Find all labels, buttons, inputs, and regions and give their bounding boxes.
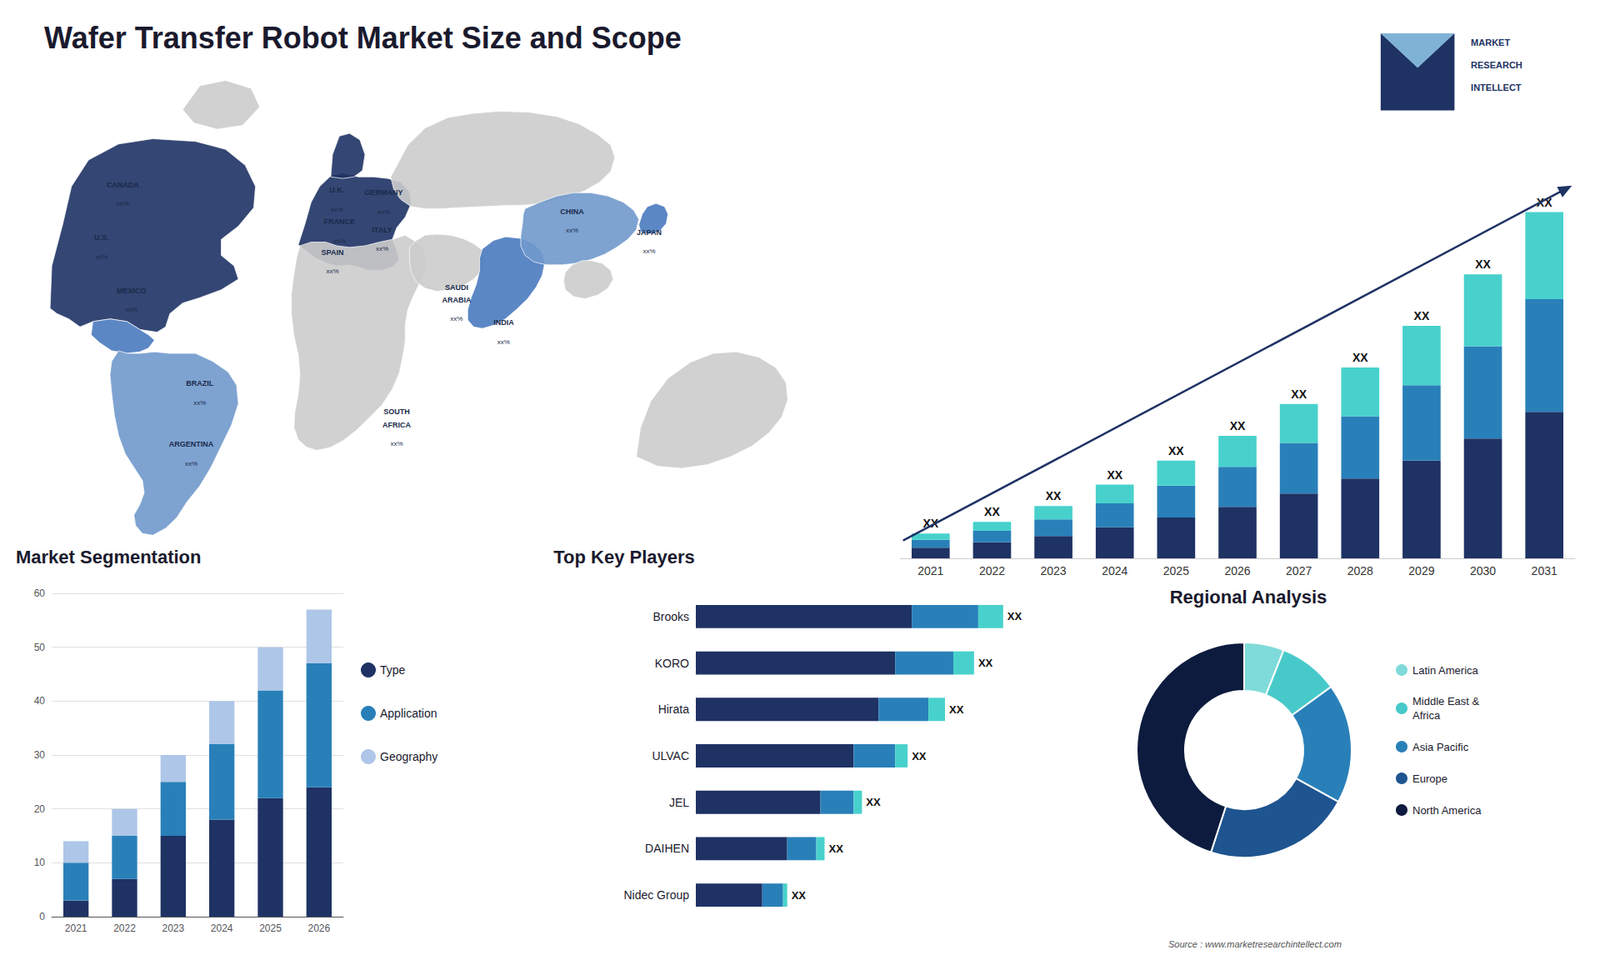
svg-text:xx%: xx% [497,338,510,346]
svg-text:10: 10 [34,856,46,869]
svg-text:XX: XX [865,795,881,809]
svg-text:Geography: Geography [380,750,438,764]
svg-text:Africa: Africa [1412,709,1441,722]
svg-text:BRAZIL: BRAZIL [185,379,214,388]
svg-text:ULVAC: ULVAC [651,749,690,763]
svg-text:xx%: xx% [450,315,463,323]
svg-text:2030: 2030 [1470,564,1496,578]
svg-text:Wafer Transfer Robot Market Si: Wafer Transfer Robot Market Size and Sco… [44,20,682,55]
svg-text:xx%: xx% [193,399,206,407]
svg-text:XX: XX [1168,444,1185,458]
svg-text:XX: XX [1045,489,1062,503]
svg-text:2024: 2024 [1101,564,1128,578]
svg-text:XX: XX [949,703,965,716]
svg-text:JAPAN: JAPAN [636,228,662,237]
svg-text:xx%: xx% [185,460,198,468]
svg-text:ARABIA: ARABIA [441,295,471,305]
svg-text:XX: XX [1414,309,1430,323]
svg-text:MEXICO: MEXICO [116,286,147,295]
svg-text:2024: 2024 [210,922,234,935]
svg-text:xx%: xx% [330,205,344,214]
svg-text:60: 60 [34,587,46,600]
svg-text:xx%: xx% [333,237,346,245]
svg-text:2023: 2023 [161,922,185,935]
svg-text:XX: XX [1230,419,1246,433]
svg-text:XX: XX [1290,387,1307,401]
svg-text:XX: XX [1536,195,1553,209]
svg-text:2025: 2025 [259,922,282,935]
svg-text:Brooks: Brooks [652,610,690,624]
svg-text:2021: 2021 [65,922,88,935]
svg-text:xx%: xx% [125,305,138,314]
svg-text:Middle East &: Middle East & [1412,695,1480,708]
svg-text:2026: 2026 [307,922,330,935]
svg-text:Asia Pacific: Asia Pacific [1412,740,1470,754]
svg-text:XX: XX [1106,468,1123,482]
svg-text:Source : www.marketresearchint: Source : www.marketresearchintellect.com [1168,939,1342,950]
svg-text:2027: 2027 [1285,564,1312,578]
svg-text:Regional Analysis: Regional Analysis [1170,586,1328,608]
svg-text:xx%: xx% [377,208,390,216]
svg-text:Type: Type [380,663,406,677]
svg-text:XX: XX [911,750,927,763]
svg-text:XX: XX [1352,350,1369,365]
svg-text:North America: North America [1412,804,1482,817]
svg-text:2022: 2022 [979,564,1005,578]
svg-text:ARGENTINA: ARGENTINA [169,440,215,449]
svg-text:Top Key Players: Top Key Players [553,546,695,568]
svg-text:2026: 2026 [1224,564,1250,578]
svg-text:INTELLECT: INTELLECT [1470,82,1522,93]
svg-text:RESEARCH: RESEARCH [1470,60,1523,70]
svg-text:SPAIN: SPAIN [321,248,345,257]
svg-text:GERMANY: GERMANY [365,188,404,197]
svg-text:40: 40 [34,695,46,707]
svg-text:xx%: xx% [375,245,389,253]
svg-text:50: 50 [34,641,46,654]
svg-text:U.S.: U.S. [94,233,110,242]
svg-text:Nidec Group: Nidec Group [623,888,690,902]
svg-text:XX: XX [828,842,844,855]
svg-text:Latin America: Latin America [1412,664,1480,677]
svg-text:xx%: xx% [325,267,339,275]
svg-text:xx%: xx% [390,440,403,448]
svg-text:KORO: KORO [655,656,690,670]
svg-text:2028: 2028 [1347,564,1374,578]
svg-text:XX: XX [1475,257,1491,271]
svg-text:XX: XX [922,516,939,531]
svg-text:U.K.: U.K. [329,185,345,195]
svg-text:MARKET: MARKET [1470,37,1510,48]
svg-text:2029: 2029 [1408,564,1435,578]
svg-text:SAUDI: SAUDI [445,283,469,292]
svg-text:2031: 2031 [1531,564,1558,578]
svg-text:Europe: Europe [1412,772,1448,785]
svg-text:FRANCE: FRANCE [323,217,355,226]
svg-text:CHINA: CHINA [560,207,585,216]
svg-text:Application: Application [380,706,438,720]
svg-text:Hirata: Hirata [658,702,690,716]
svg-text:2023: 2023 [1040,564,1067,578]
svg-text:2021: 2021 [917,564,944,578]
svg-text:XX: XX [978,656,994,670]
svg-text:xx%: xx% [116,200,130,208]
svg-text:xx%: xx% [565,226,579,235]
svg-text:INDIA: INDIA [493,318,515,327]
svg-text:DAIHEN: DAIHEN [645,841,690,855]
svg-text:XX: XX [791,889,807,902]
svg-text:0: 0 [39,910,45,923]
svg-text:2022: 2022 [113,922,136,935]
svg-text:20: 20 [34,803,46,815]
svg-text:ITALY: ITALY [371,225,393,235]
svg-text:CANADA: CANADA [106,180,140,190]
svg-text:2025: 2025 [1163,564,1190,578]
svg-text:AFRICA: AFRICA [382,420,411,430]
svg-text:xx%: xx% [95,253,108,261]
svg-text:XX: XX [984,505,1000,519]
svg-text:30: 30 [34,749,46,761]
svg-text:SOUTH: SOUTH [383,407,410,416]
svg-text:JEL: JEL [669,795,690,810]
svg-text:XX: XX [1007,610,1023,623]
svg-text:xx%: xx% [642,247,655,255]
svg-text:Market Segmentation: Market Segmentation [15,546,202,568]
